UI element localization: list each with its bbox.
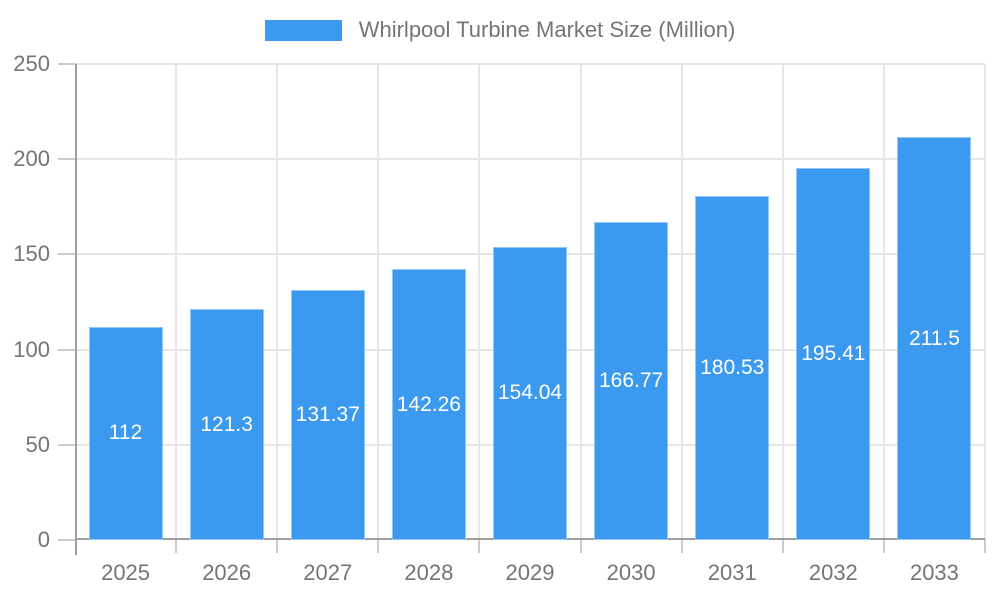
bar-stroke [796,167,871,540]
x-axis-tick [377,540,380,553]
gridline-vertical [680,64,683,540]
x-axis-label-2029: 2029 [505,560,555,585]
x-axis-tick [680,540,683,553]
x-axis-tick [276,540,279,553]
y-axis-tick [58,348,75,351]
gridline-vertical [984,64,986,540]
bar-stroke [88,326,163,540]
bar-2029: 154.04 [493,246,567,540]
bar-value-label: 121.3 [200,412,253,436]
bar-value-label: 131.37 [295,402,360,426]
legend-swatch [264,19,342,41]
bar-stroke [189,309,264,540]
bar-2032: 195.41 [796,167,871,540]
gridline-horizontal [75,158,985,161]
bar-value-label: 154.04 [497,381,563,405]
x-axis-label-2030: 2030 [606,560,656,585]
legend: Whirlpool Turbine Market Size (Million) [0,17,1000,43]
gridline-vertical [175,64,178,540]
y-axis-label: 50 [25,431,50,457]
bar-stroke [594,222,669,540]
bar-value-label: 112 [108,421,143,445]
y-axis-tick [58,253,75,256]
bar-stroke [391,269,466,540]
gridline-vertical [276,64,279,540]
y-axis-tick [58,443,75,446]
y-axis-tick [58,63,75,65]
bar-2033: 211.5 [897,137,972,540]
bar-value-label: 211.5 [908,326,960,350]
y-axis-label: 150 [13,241,50,267]
y-axis-label: 0 [37,527,50,552]
gridline-vertical [377,64,380,540]
bar-value-label: 195.41 [801,341,866,365]
y-axis-tick [58,539,75,541]
bar-value-label: 166.77 [598,369,664,393]
bar-2028: 142.26 [391,269,466,540]
x-axis-label-2028: 2028 [404,560,454,585]
bar-value-label: 142.26 [396,392,461,416]
x-axis-tick [781,540,784,553]
x-axis-tick [882,540,885,553]
bar-value-label: 180.53 [700,356,765,380]
x-axis-tick [478,540,481,553]
gridline-horizontal [75,63,985,65]
bar-2030: 166.77 [594,222,669,540]
bar-2031: 180.53 [695,196,770,540]
bar-2026: 121.3 [189,309,264,540]
y-axis-label: 100 [13,336,50,362]
y-axis-extension [75,540,77,555]
bar-2025: 112 [88,326,163,540]
gridline-vertical [781,64,784,540]
x-axis-tick [175,540,178,553]
bar-stroke [493,246,567,540]
x-axis-label-2032: 2032 [808,560,858,585]
x-axis-label-2026: 2026 [202,560,252,585]
bar-stroke [897,137,972,540]
bar-stroke [695,196,770,540]
bar-2027: 131.37 [290,289,365,540]
bar-stroke [290,289,365,540]
x-axis-label-2033: 2033 [909,560,959,585]
y-axis-label: 250 [13,51,50,76]
x-axis-label-2027: 2027 [303,560,353,585]
x-axis-tick [579,540,582,553]
gridline-vertical [882,64,885,540]
x-axis-label-2031: 2031 [707,560,757,585]
y-axis-tick [58,158,75,161]
x-axis-label-2025: 2025 [101,560,151,585]
x-axis-tick [984,540,986,553]
gridline-vertical [478,64,481,540]
gridline-vertical [579,64,582,540]
legend-label: Whirlpool Turbine Market Size (Million) [358,17,736,42]
y-axis-label: 200 [13,146,50,172]
